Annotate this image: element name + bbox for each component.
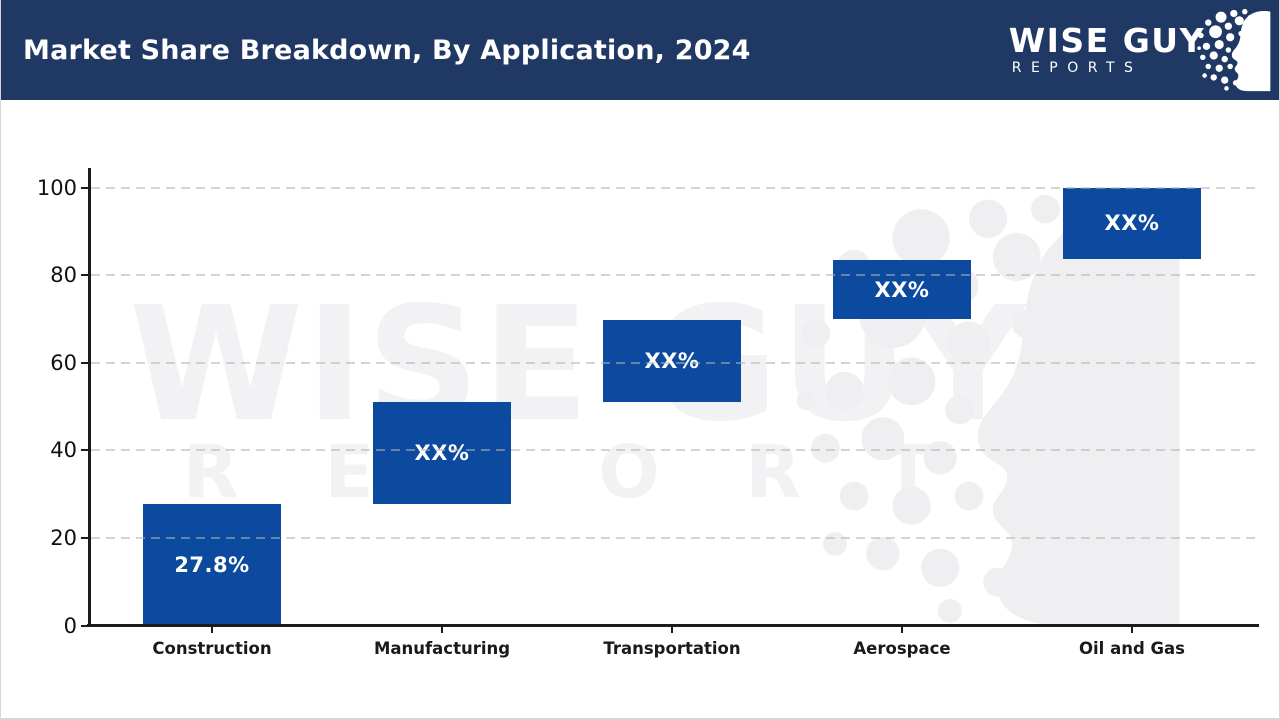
bar-value-label: XX%: [1104, 211, 1160, 236]
wise-guy-reports-logo: WISE GUY REPORTS: [1009, 8, 1279, 92]
bar-value-label: XX%: [874, 277, 930, 302]
bar-value-label: 27.8%: [174, 552, 250, 577]
bar-oil-and-gas: XX%: [1063, 187, 1201, 260]
gridline-80: [91, 274, 1257, 277]
logo-brand-subtitle: REPORTS: [1011, 60, 1143, 76]
y-tick-label-40: 40: [50, 438, 77, 463]
x-axis-label-4: Oil and Gas: [1078, 639, 1186, 658]
bar-manufacturing: XX%: [373, 402, 511, 504]
logo-text: WISE GUY REPORTS: [1009, 24, 1205, 76]
y-tick-label-0: 0: [63, 613, 77, 638]
page-title: Market Share Breakdown, By Application, …: [23, 34, 751, 66]
y-tick-mark-100: [81, 186, 88, 189]
y-tick-mark-0: [81, 624, 88, 627]
x-axis-spine: [87, 623, 1259, 627]
bar-construction: 27.8%: [143, 503, 281, 626]
logo-brand-name: WISE GUY: [1008, 21, 1205, 60]
gridline-60: [91, 361, 1257, 364]
gridline-40: [91, 449, 1257, 452]
x-tick-mark-4: [1131, 626, 1133, 633]
x-axis-label-2: Transportation: [603, 639, 741, 658]
x-tick-mark-2: [671, 626, 673, 633]
x-tick-mark-3: [901, 626, 903, 633]
bar-value-label: XX%: [414, 440, 470, 465]
logo-head-icon: [1197, 8, 1271, 92]
gridline-20: [91, 536, 1257, 539]
y-tick-mark-80: [81, 274, 88, 277]
gridline-100: [91, 186, 1257, 189]
bar-transportation: XX%: [603, 320, 741, 403]
y-tick-label-20: 20: [50, 525, 77, 550]
x-axis-label-3: Aerospace: [853, 639, 951, 658]
x-tick-mark-0: [211, 626, 213, 633]
x-axis-label-1: Manufacturing: [373, 639, 511, 658]
y-tick-mark-60: [81, 361, 88, 364]
bar-aerospace: XX%: [833, 260, 971, 320]
header-bar: Market Share Breakdown, By Application, …: [1, 0, 1279, 100]
y-tick-label-100: 100: [36, 175, 77, 200]
y-tick-label-80: 80: [50, 263, 77, 288]
y-tick-mark-40: [81, 449, 88, 452]
bar-value-label: XX%: [644, 349, 700, 374]
y-axis-spine: [88, 168, 91, 626]
waterfall-chart: 27.8% XX% XX% XX% XX% 0 20 40 60 80 100 Constructi…: [1, 100, 1279, 718]
x-tick-mark-1: [441, 626, 443, 633]
y-tick-label-60: 60: [50, 350, 77, 375]
y-tick-mark-20: [81, 536, 88, 539]
x-axis-label-0: Construction: [152, 639, 272, 658]
